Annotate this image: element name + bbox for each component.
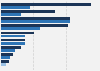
Bar — [1, 39, 24, 41]
Bar — [1, 24, 68, 27]
Bar — [1, 49, 15, 52]
Bar — [1, 13, 21, 16]
Bar — [1, 20, 70, 23]
Bar — [1, 3, 91, 6]
Bar — [1, 63, 6, 66]
Bar — [1, 17, 70, 20]
Bar — [1, 10, 55, 13]
Bar — [1, 35, 24, 37]
Bar — [1, 56, 10, 59]
Bar — [1, 6, 30, 9]
Bar — [1, 42, 24, 45]
Bar — [1, 60, 9, 63]
Bar — [1, 53, 13, 56]
Bar — [1, 32, 34, 34]
Bar — [1, 27, 40, 30]
Bar — [1, 46, 21, 49]
